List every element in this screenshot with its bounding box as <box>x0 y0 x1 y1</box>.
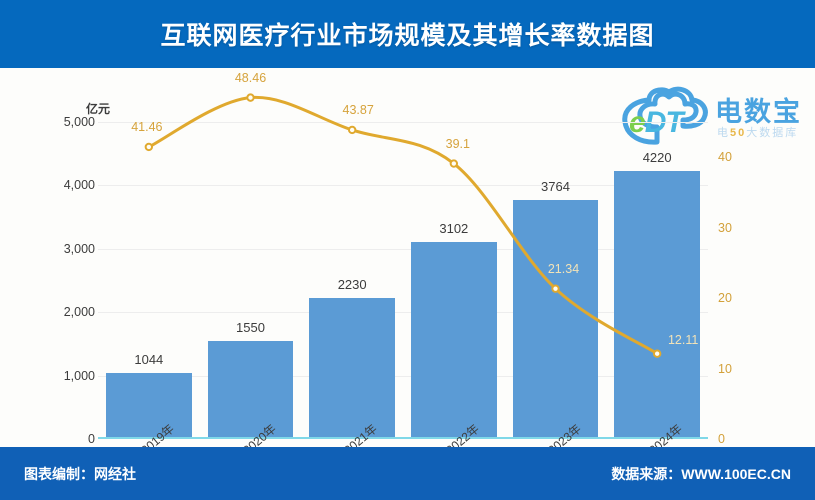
y-axis-left-tick: 3,000 <box>63 241 95 256</box>
bar[interactable] <box>309 297 395 439</box>
bar-slot: 3764 <box>505 122 607 439</box>
y-axis-right-tick: 30 <box>718 220 732 235</box>
bar-value-label: 3764 <box>541 179 570 195</box>
bar-slot: 3102 <box>403 122 505 439</box>
bar-slot: 1550 <box>200 122 302 439</box>
line-value-label: 41.46 <box>131 119 163 134</box>
line-value-label: 48.46 <box>234 70 267 85</box>
logo-name: 电数宝 <box>715 97 802 127</box>
bar[interactable] <box>512 200 599 439</box>
x-axis-baseline <box>98 437 708 439</box>
chart-canvas: 亿元 eDT 电数宝 电50大数据库 0 1,000 2,000 3,000 4,000… <box>0 68 815 457</box>
y-axis-right-tick: 10 <box>718 361 732 376</box>
bar-slot: 4220 <box>606 122 708 439</box>
y-axis-left-tick: 0 <box>88 432 95 446</box>
y-axis-left-tick: 2,000 <box>63 305 95 320</box>
line-value-label: 12.11 <box>667 332 699 347</box>
bar-slot: 2230 <box>301 122 403 439</box>
y-axis-left-tick: 4,000 <box>63 178 95 193</box>
logo-subtitle: 电50大数据库 <box>717 127 799 139</box>
bar[interactable] <box>614 171 700 439</box>
page-title: 互联网医疗行业市场规模及其增长率数据图 <box>160 22 655 50</box>
footer-credit: 图表编制：网经社 <box>24 465 136 482</box>
bar[interactable] <box>106 372 192 439</box>
line-value-label: 43.87 <box>342 102 374 117</box>
footer-banner: 图表编制：网经社 数据来源：WWW.100EC.CN <box>0 447 815 500</box>
y-axis-unit-label: 亿元 <box>86 102 111 116</box>
footer-source: 数据来源：WWW.100EC.CN <box>611 465 791 482</box>
header-banner: 互联网医疗行业市场规模及其增长率数据图 <box>0 0 815 68</box>
gridline <box>98 375 708 377</box>
y-axis-right-tick: 40 <box>718 150 732 165</box>
bar-value-label: 1044 <box>134 351 164 367</box>
line-marker[interactable] <box>246 93 255 102</box>
y-axis-right-tick: 20 <box>718 291 732 306</box>
bar[interactable] <box>207 340 294 439</box>
bar-value-label: 1550 <box>236 319 265 335</box>
line-value-label: 39.1 <box>445 136 470 151</box>
bar-value-label: 2230 <box>337 276 367 292</box>
bar-slot: 1044 <box>98 122 200 439</box>
y-axis-left-tick: 5,000 <box>63 115 95 129</box>
bar-value-label: 3102 <box>439 221 469 237</box>
bar-series: 1044 1550 2230 3102 3764 4220 <box>98 122 708 439</box>
y-axis-right-tick: 0 <box>718 432 725 446</box>
bar[interactable] <box>411 242 497 439</box>
line-value-label: 21.34 <box>547 261 580 276</box>
plot-region: 0 1,000 2,000 3,000 4,000 5,000 0 10 20 30 40 104… <box>64 71 732 446</box>
bar-value-label: 4220 <box>642 150 672 166</box>
y-axis-left-tick: 1,000 <box>63 368 95 383</box>
